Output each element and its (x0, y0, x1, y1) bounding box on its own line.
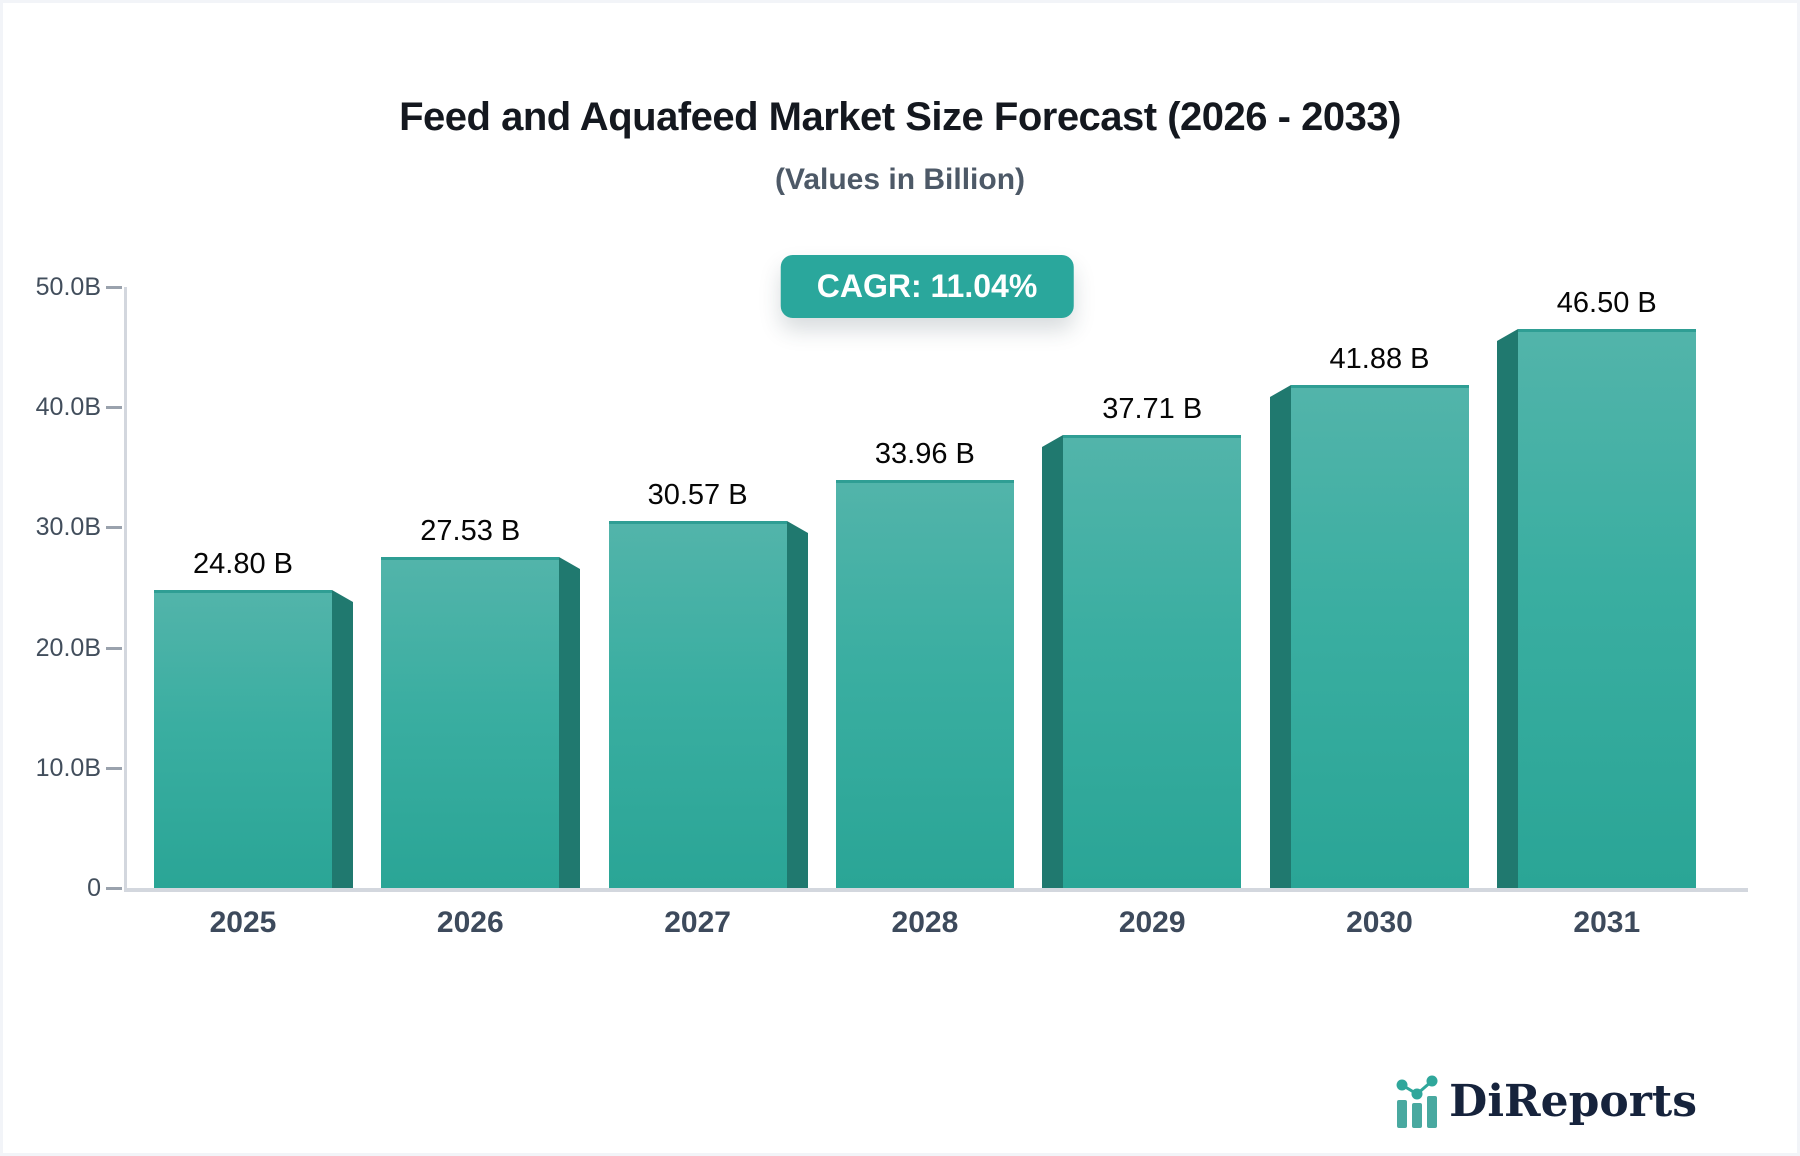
bar-2027 (609, 521, 787, 888)
x-axis-label-2028: 2028 (891, 906, 959, 939)
y-axis-tick-label: 20.0B (35, 633, 101, 662)
bar-2028 (836, 480, 1014, 888)
brand-name: DiReports (1449, 1076, 1697, 1127)
bar-value-label: 27.53 B (420, 515, 521, 547)
x-axis-label-2030: 2030 (1346, 906, 1413, 939)
brand-logo: DiReports (1393, 1068, 1697, 1128)
chart-card: Feed and Aquafeed Market Size Forecast (… (3, 3, 1797, 1153)
bar-side-panel (1270, 385, 1291, 888)
bar-value-label: 24.80 B (193, 548, 293, 580)
bar-side-panel (1497, 329, 1518, 888)
x-axis-line (124, 888, 1748, 892)
y-axis-tick-label: 50.0B (35, 273, 101, 301)
bar-side-panel (1042, 435, 1063, 888)
bar-value-label: 33.96 B (874, 438, 975, 470)
bar-side-panel (787, 521, 808, 888)
cagr-badge: CAGR: 11.04% (780, 255, 1074, 318)
bar-2025 (154, 590, 332, 888)
y-axis-tick-mark (106, 887, 122, 890)
y-axis-tick-mark (106, 766, 122, 770)
y-axis-tick-mark (106, 646, 122, 650)
bar-2031 (1518, 329, 1696, 888)
bar-value-label: 46.50 B (1556, 287, 1657, 319)
bar-chart-logo-icon (1396, 1075, 1438, 1128)
y-axis-tick-mark (106, 526, 122, 530)
bar-value-label: 41.88 B (1329, 343, 1430, 375)
y-axis-tick-label: 40.0B (35, 393, 101, 422)
bar-2030 (1291, 385, 1469, 888)
y-axis-tick-label: 0 (87, 874, 101, 902)
bar-value-label: 37.71 B (1102, 393, 1203, 425)
bar-2026 (381, 557, 559, 888)
chart-subtitle: (Values in Billion) (774, 163, 1026, 196)
bar-side-panel (332, 590, 353, 888)
y-axis-tick-mark (106, 286, 122, 289)
bar-side-panel (559, 557, 580, 888)
bar-value-label: 30.57 B (647, 479, 748, 511)
chart-title: Feed and Aquafeed Market Size Forecast (… (399, 95, 1401, 139)
x-axis-label-2025: 2025 (209, 906, 277, 939)
x-axis-label-2026: 2026 (436, 906, 504, 939)
x-axis-label-2029: 2029 (1118, 906, 1186, 939)
x-axis-label-2031: 2031 (1573, 906, 1641, 939)
x-axis-label-2027: 2027 (664, 906, 731, 939)
y-axis-tick-mark (106, 406, 122, 410)
y-axis-line (124, 287, 127, 892)
y-axis-tick-label: 10.0B (35, 753, 101, 782)
bar-2029 (1063, 435, 1241, 888)
y-axis-tick-label: 30.0B (35, 513, 101, 542)
